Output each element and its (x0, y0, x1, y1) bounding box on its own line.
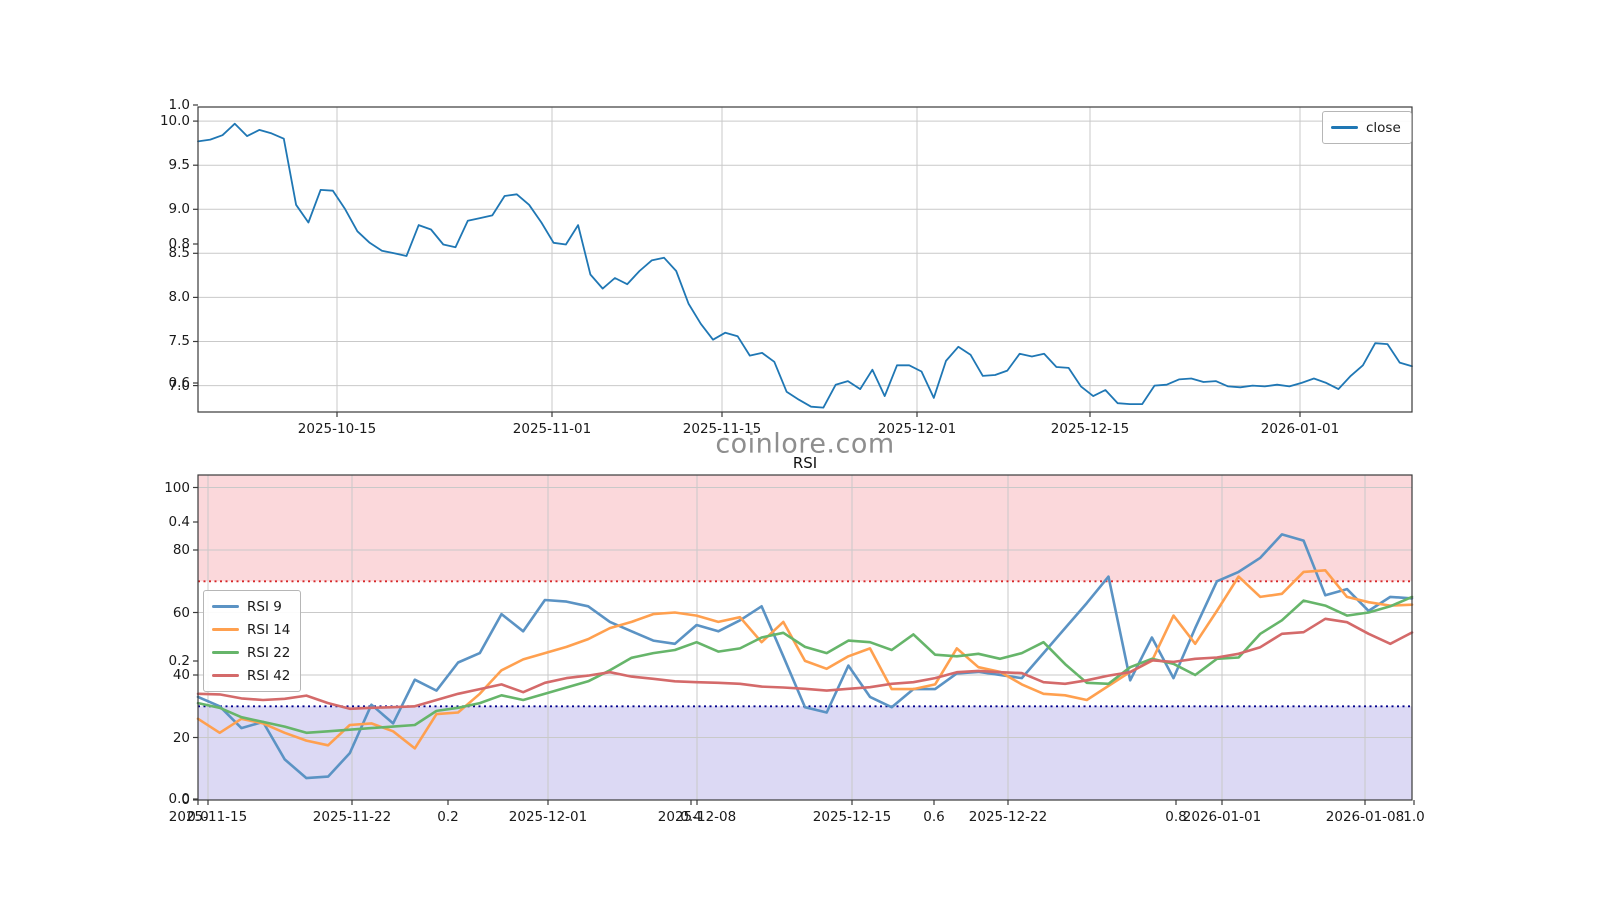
overlay-y-tick-label: 0.6 (168, 375, 190, 391)
rsi-y-tick-label: 20 (172, 729, 190, 746)
overlay-x-tick-label: 0.2 (437, 809, 459, 825)
rsi-x-tick-label: 2025-12-08 (657, 809, 737, 825)
price-y-tick-label: 7.0 (168, 377, 190, 394)
rsi-x-tick-label: 2025-12-15 (812, 809, 892, 825)
rsi42-line-swatch (212, 674, 239, 677)
rsi-x-tick-label: 2025-12-01 (508, 809, 588, 825)
price-y-tick-label: 10.0 (159, 113, 190, 130)
overlay-x-tick-label: 0.8 (1165, 809, 1187, 825)
overlay-y-tick-label: 0.4 (168, 514, 190, 530)
price-x-tick-label: 2025-11-15 (682, 421, 762, 437)
overlay-y-tick-label: 0.0 (168, 791, 190, 807)
price-y-tick-label: 9.5 (168, 157, 190, 174)
price-y-tick-label: 7.5 (168, 333, 190, 350)
rsi-chart-title: RSI (792, 454, 818, 472)
overlay-x-tick-label: 0.0 (187, 809, 209, 825)
legend-item-rsi14[interactable]: RSI 14 (212, 618, 290, 641)
overlay-x-tick-label: 0.6 (923, 809, 945, 825)
rsi-x-tick-label: 2025-11-22 (312, 809, 392, 825)
rsi-x-tick-label: 2026-01-01 (1182, 809, 1262, 825)
rsi-y-tick-label: 100 (164, 479, 190, 496)
legend-label-rsi9: RSI 9 (247, 598, 282, 615)
price-y-tick-label: 8.5 (168, 245, 190, 262)
close-line-swatch (1331, 126, 1358, 129)
legend-label-rsi14: RSI 14 (247, 621, 291, 638)
overlay-y-tick-label: 1.0 (168, 97, 190, 113)
overlay-y-tick-label: 0.8 (168, 236, 190, 252)
price-x-tick-label: 2025-10-15 (297, 421, 377, 437)
legend-item-rsi22[interactable]: RSI 22 (212, 641, 290, 664)
rsi-y-tick-label: 40 (172, 667, 190, 683)
rsi-legend[interactable]: RSI 9 RSI 14 RSI 22 RSI 42 (203, 590, 302, 692)
legend-item-rsi9[interactable]: RSI 9 (212, 595, 290, 618)
rsi-x-tick-label: 2026-01-08 (1325, 809, 1405, 825)
legend-item-rsi42[interactable]: RSI 42 (212, 664, 290, 687)
overlay-y-tick-label: 0.2 (168, 653, 190, 669)
rsi22-line-swatch (212, 651, 239, 654)
price-x-tick-label: 2025-11-01 (512, 421, 592, 437)
price-y-tick-label: 9.0 (168, 201, 190, 218)
rsi14-line-swatch (212, 628, 239, 631)
legend-label-rsi22: RSI 22 (247, 644, 291, 661)
price-x-tick-label: 2026-01-01 (1260, 421, 1340, 437)
overlay-x-tick-label: 1.0 (1403, 809, 1425, 825)
price-y-tick-label: 8.0 (168, 289, 190, 306)
rsi-x-tick-label: 2025-11-15 (168, 809, 248, 825)
legend-item-close[interactable]: close (1331, 116, 1401, 139)
rsi-y-tick-label: 60 (172, 604, 190, 621)
rsi-y-tick-label: 80 (172, 542, 190, 558)
price-x-tick-label: 2025-12-01 (877, 421, 957, 437)
rsi-y-tick-label: 0 (181, 792, 190, 808)
legend-label-close: close (1366, 119, 1401, 136)
watermark: coinlore.com (715, 428, 895, 460)
rsi-x-tick-label: 2025-12-22 (968, 809, 1048, 825)
overlay-x-tick-label: 0.4 (680, 809, 702, 825)
price-x-tick-label: 2025-12-15 (1050, 421, 1130, 437)
legend-label-rsi42: RSI 42 (247, 667, 291, 684)
price-legend[interactable]: close (1322, 111, 1412, 144)
rsi9-line-swatch (212, 605, 239, 608)
